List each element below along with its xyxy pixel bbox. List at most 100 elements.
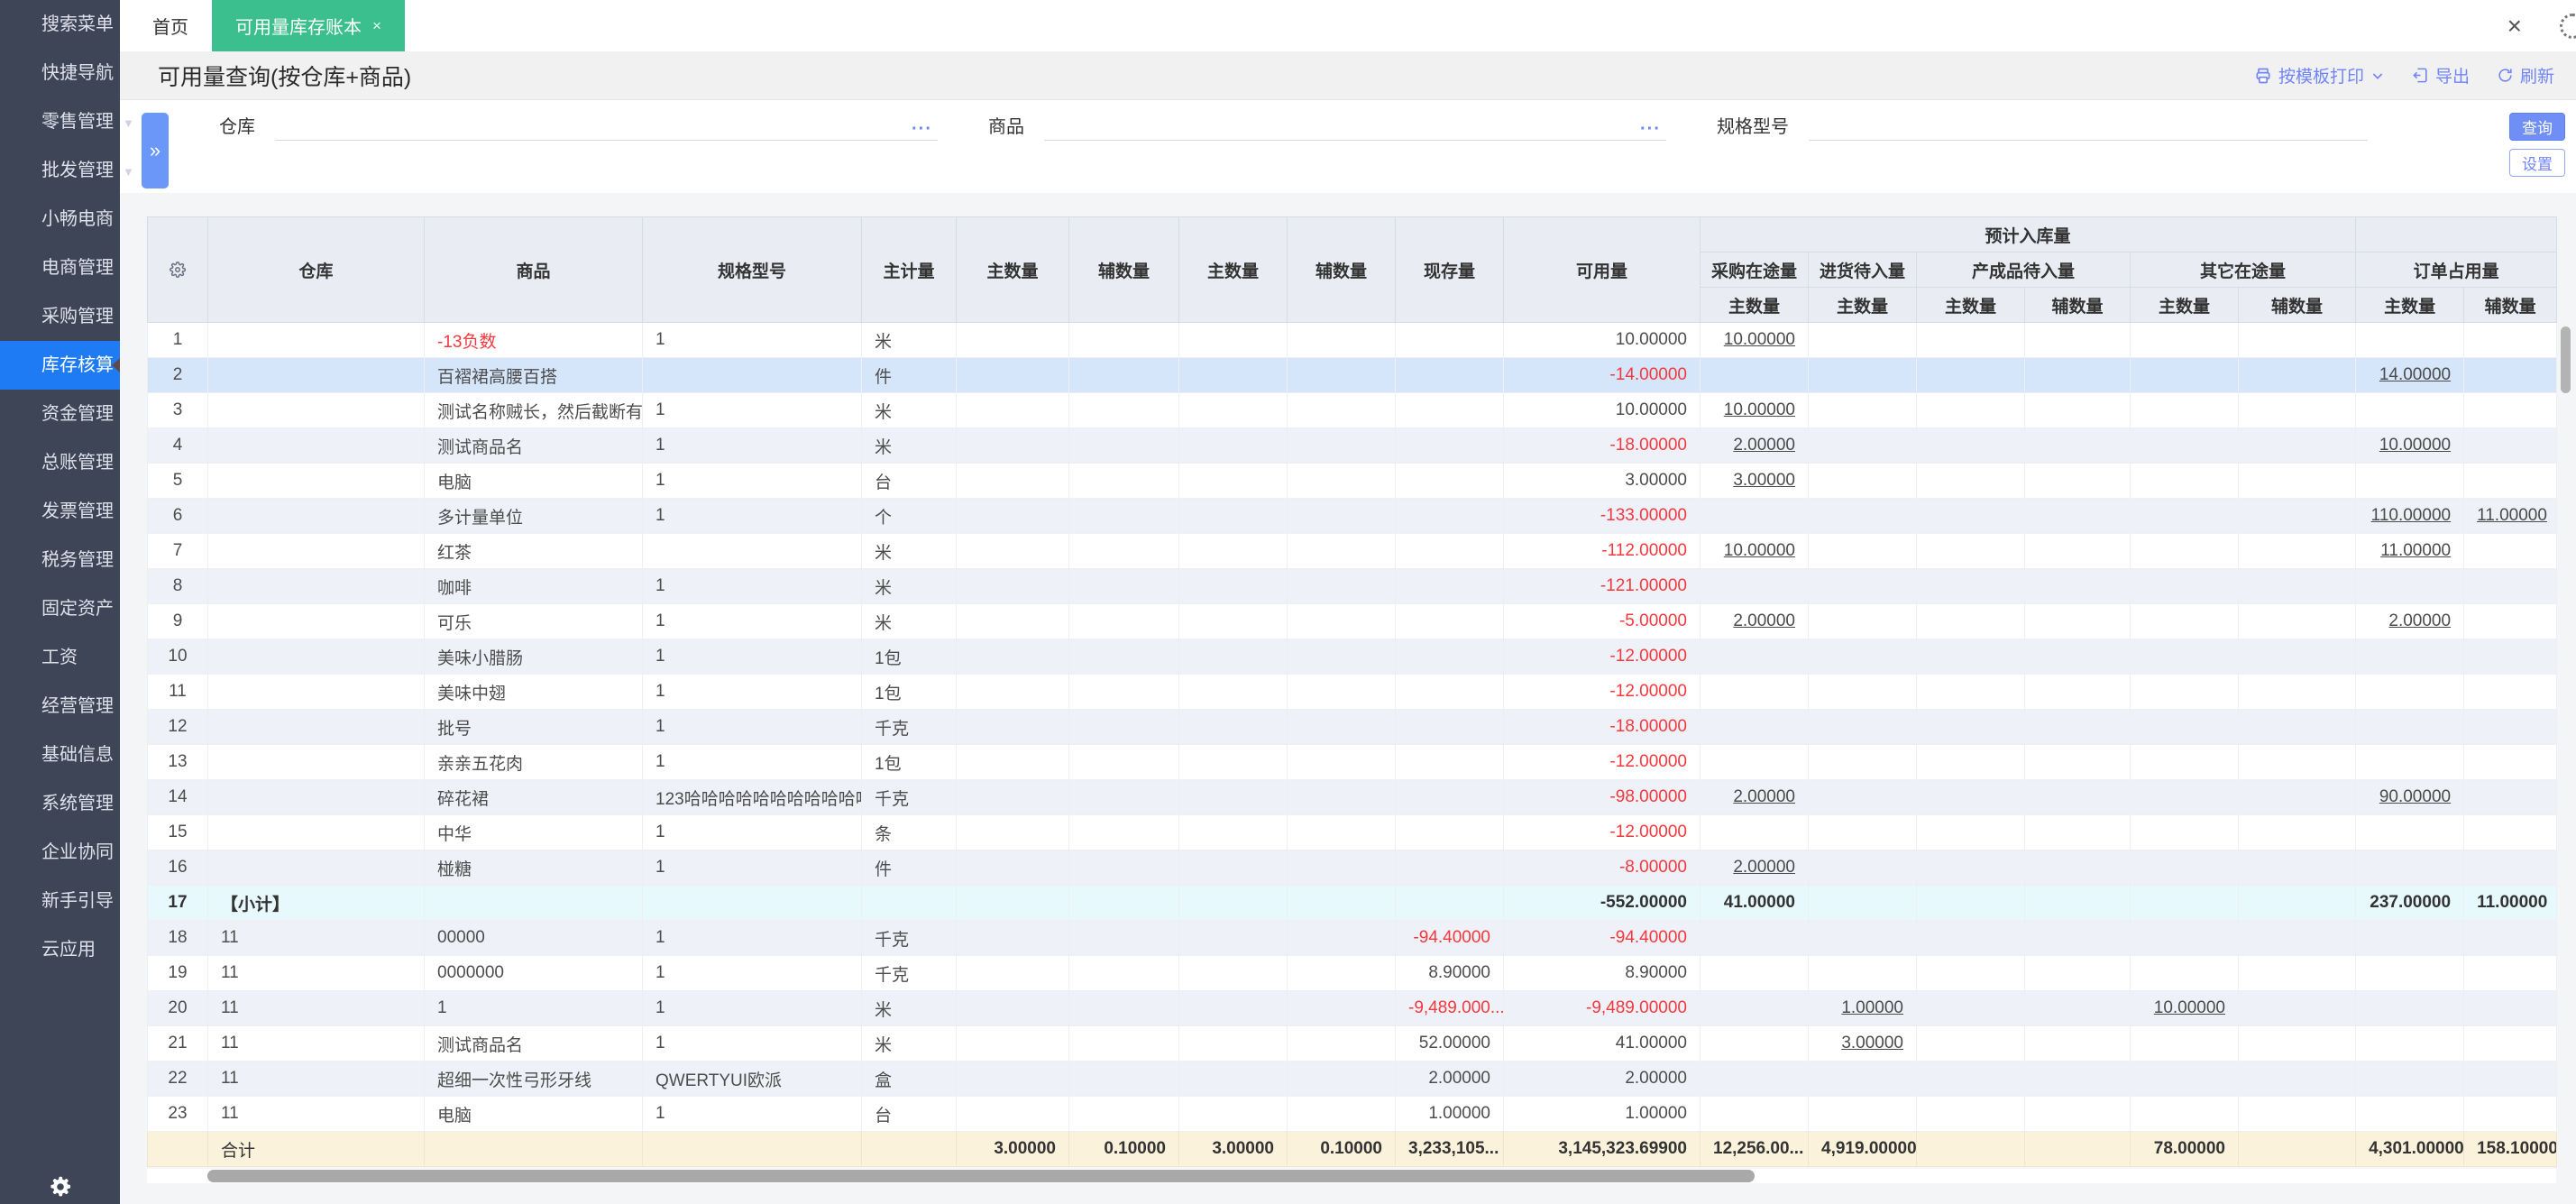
product-input[interactable]: ··· [1044,113,1666,141]
table-row[interactable]: 18 11 00000 1 千克 -94.40000 -94.40000 [147,920,2558,956]
table-row[interactable]: 2 百褶裙高腰百搭 件 -14.00000 14.00000 [147,357,2558,393]
header-incoming-main[interactable]: 主数量 [1808,287,1917,323]
sidebar-item-11[interactable]: 税务管理 [0,536,120,584]
tab-close-icon[interactable]: × [372,16,381,34]
table-row[interactable]: 7 红茶 米 -112.00000 10.00000 11.00000 [147,533,2558,569]
header-other-in-transit[interactable]: 其它在途量 [2129,252,2357,288]
header-order-aux[interactable]: 辅数量 [2463,287,2558,323]
expand-filters-button[interactable]: » [142,113,169,188]
header-other-aux[interactable]: 辅数量 [2237,287,2357,323]
horizontal-scrollbar-thumb[interactable] [207,1170,1755,1182]
header-on-hand[interactable]: 现存量 [1395,216,1504,323]
sidebar-item-18[interactable]: 新手引导 [0,877,120,925]
header-qty-aux[interactable]: 辅数量 [1068,216,1179,323]
drilldown-link[interactable]: 90.00000 [2379,787,2452,806]
header-order-main[interactable]: 主数量 [2355,287,2465,323]
tab-available-ledger[interactable]: 可用量库存账本 × [212,0,405,51]
header-purchase-in-transit[interactable]: 采购在途量 [1700,252,1809,288]
table-row[interactable]: 10 美味小腊肠 1 1包 -12.00000 [147,639,2558,675]
header-spec-model[interactable]: 规格型号 [642,216,862,323]
drilldown-link[interactable]: 2.00000 [1733,436,1795,455]
drilldown-link[interactable]: 110.00000 [2370,506,2452,525]
refresh-partial-icon[interactable] [2560,13,2576,39]
table-row[interactable]: 19 11 0000000 1 千克 8.90000 8.90000 [147,955,2558,991]
sidebar-item-3[interactable]: 批发管理 ▼ [0,146,134,195]
sidebar-item-13[interactable]: 工资 [0,633,120,682]
table-row[interactable]: 14 碎花裙123哈哈哈哈哈哈哈哈哈哈哈哈哈...千克 -98.00000 2.000… [147,779,2558,815]
drilldown-link[interactable]: 3.00000 [1733,471,1795,490]
table-row[interactable]: 5 电脑 1 台 3.00000 3.00000 [147,463,2558,499]
table-row[interactable]: 22 11 超细一次性弓形牙线 QWERTYUI欧派盒 2.00000 2.00000 [147,1061,2558,1097]
sidebar-item-1[interactable]: 快捷导航 [0,49,120,97]
sidebar-item-6[interactable]: 采购管理 [0,292,120,341]
total-row[interactable]: 合计 3.00000 0.10000 3.00000 0.10000 3,233,105.… [147,1131,2558,1167]
drilldown-link[interactable]: 10.00000 [1723,541,1795,560]
export-button[interactable]: 导出 [2412,63,2470,87]
drilldown-link[interactable]: 2.00000 [2388,611,2452,630]
table-row[interactable]: 6 多计量单位 1 个 -133.00000 110.00000 11.00000 [147,498,2558,534]
header-order-occupied[interactable]: 订单占用量 [2355,252,2558,288]
header-other-main[interactable]: 主数量 [2130,287,2239,323]
vertical-scrollbar-thumb[interactable] [2561,326,2571,393]
drilldown-link[interactable]: 10.00000 [1723,400,1795,419]
header-unit[interactable]: 主计量 [861,216,957,323]
drilldown-link[interactable]: 2.00000 [1733,787,1795,806]
table-row[interactable]: 16 椪糖 1 件 -8.00000 2.00000 [147,850,2558,886]
table-row[interactable]: 4 测试商品名 1 米 -18.00000 2.00000 10.00000 [147,427,2558,464]
drilldown-link[interactable]: 2.00000 [1733,858,1795,877]
table-row[interactable]: 8 咖啡 1 米 -121.00000 [147,568,2558,604]
settings-button[interactable]: 设置 [2509,149,2565,177]
table-row[interactable]: 9 可乐 1 米 -5.00000 2.00000 2.00000 [147,603,2558,639]
drilldown-link[interactable]: 2.00000 [1733,611,1795,630]
drilldown-link[interactable]: 10.00000 [2379,436,2452,455]
spec-input[interactable] [1809,113,2368,141]
sidebar-item-15[interactable]: 基础信息 [0,731,120,779]
sidebar-item-19[interactable]: 云应用 [0,925,120,974]
drilldown-link[interactable]: 11.00000 [2380,541,2452,560]
sidebar-item-0[interactable]: 搜索菜单 [0,0,120,49]
header-qty-aux-2[interactable]: 辅数量 [1287,216,1396,323]
sidebar-item-8[interactable]: 资金管理 [0,390,120,438]
table-row[interactable]: 23 11 电脑 1 台 1.00000 1.00000 [147,1096,2558,1132]
header-qty-main[interactable]: 主数量 [956,216,1069,323]
drilldown-link[interactable]: 11.00000 [2477,506,2547,525]
subtotal-row[interactable]: 17 【小计】 -552.00000 41.00000 237.00000 11.0000… [147,885,2558,921]
sidebar-item-5[interactable]: 电商管理 [0,244,120,292]
header-finished-main[interactable]: 主数量 [1916,287,2025,323]
warehouse-more-icon[interactable]: ··· [912,119,932,139]
header-warehouse[interactable]: 仓库 [207,216,425,323]
sidebar-item-16[interactable]: 系统管理 [0,779,120,828]
header-qty-main-2[interactable]: 主数量 [1178,216,1288,323]
drilldown-link[interactable]: 10.00000 [2153,998,2225,1017]
tab-home[interactable]: 首页 [129,0,212,51]
table-row[interactable]: 3 测试名称贼长，然后截断有没...1米 10.00000 10.00000 [147,392,2558,428]
header-purchase-main[interactable]: 主数量 [1700,287,1809,323]
warehouse-input[interactable]: ··· [275,113,938,141]
sidebar-settings-button[interactable] [0,1175,120,1199]
sidebar-item-4[interactable]: 小畅电商 [0,195,120,244]
table-row[interactable]: 21 11 测试商品名 1 米 52.00000 41.00000 3.00000 [147,1025,2558,1062]
horizontal-scrollbar[interactable] [147,1169,2556,1183]
sidebar-item-9[interactable]: 总账管理 [0,438,120,487]
sidebar-item-17[interactable]: 企业协同 [0,828,120,877]
table-row[interactable]: 13 亲亲五花肉 1 1包 -12.00000 [147,744,2558,780]
header-finished-pending[interactable]: 产成品待入量 [1916,252,2131,288]
close-icon[interactable]: × [2507,11,2522,40]
refresh-button[interactable]: 刷新 [2497,63,2554,87]
drilldown-link[interactable]: 10.00000 [1723,330,1795,349]
header-product[interactable]: 商品 [424,216,643,323]
print-by-template-button[interactable]: 按模板打印 [2254,63,2385,87]
search-button[interactable]: 查询 [2509,113,2565,141]
header-incoming-pending[interactable]: 进货待入量 [1808,252,1917,288]
table-row[interactable]: 1 -13负数 1 米 10.00000 10.00000 [147,322,2558,358]
sidebar-item-7[interactable]: 库存核算 [0,341,120,390]
sidebar-item-14[interactable]: 经营管理 [0,682,120,731]
drilldown-link[interactable]: 3.00000 [1841,1034,1903,1052]
sidebar-item-10[interactable]: 发票管理 [0,487,120,536]
vertical-scrollbar[interactable] [2560,216,2571,1145]
drilldown-link[interactable]: 1.00000 [1841,998,1903,1017]
sidebar-item-2[interactable]: 零售管理 ▼ [0,97,134,146]
header-finished-aux[interactable]: 辅数量 [2024,287,2131,323]
column-settings-button[interactable] [147,216,208,323]
product-more-icon[interactable]: ··· [1640,119,1661,139]
